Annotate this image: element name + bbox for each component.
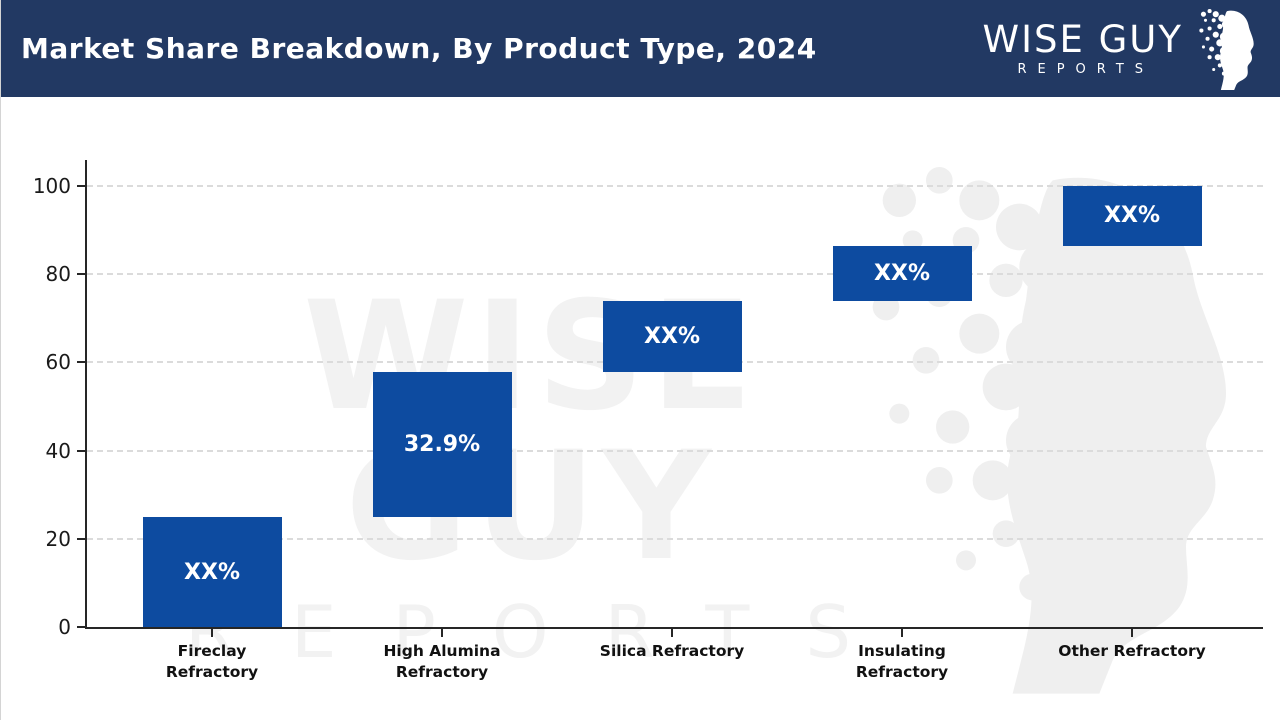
x-category-label-line: Refractory <box>395 663 489 681</box>
x-category-label: High Alumina Refractory <box>327 641 557 683</box>
gridline <box>87 537 1263 540</box>
y-tick-mark <box>77 449 85 452</box>
brand-logo-text: WISE GUY REPORTS <box>983 21 1183 76</box>
y-axis-line <box>85 160 87 629</box>
bar-segment: XX% <box>832 245 972 302</box>
y-tick-mark <box>77 185 85 187</box>
bar-value-label: XX% <box>644 324 700 350</box>
gridline <box>87 185 1263 187</box>
y-tick-mark <box>77 626 85 628</box>
y-tick-label: 100 <box>32 174 71 198</box>
bar-value-label: XX% <box>1104 203 1160 229</box>
x-category-label-line: Refractory <box>165 663 259 681</box>
gridline <box>87 273 1263 276</box>
y-tick-label: 80 <box>45 262 71 287</box>
bar-segment: 32.9% <box>372 372 512 518</box>
y-tick-label: 40 <box>45 438 71 463</box>
brand-name: WISE GUY <box>982 18 1183 61</box>
bar-segment: XX% <box>142 517 282 627</box>
x-tick-mark <box>671 629 673 637</box>
bar-value-label: 32.9% <box>403 432 481 458</box>
y-tick-mark <box>77 361 85 364</box>
brand-logo: WISE GUY REPORTS <box>983 8 1267 90</box>
x-category-label-line: Refractory <box>855 663 949 681</box>
x-axis-line <box>85 627 1263 629</box>
x-category-label-line: Silica Refractory <box>599 642 745 660</box>
x-tick-mark <box>901 629 903 637</box>
x-tick-mark <box>211 629 213 637</box>
x-tick-mark <box>441 629 443 637</box>
bar-value-label: XX% <box>184 559 240 585</box>
gridline <box>87 449 1263 452</box>
x-category-label-line: Fireclay <box>177 642 247 660</box>
y-tick-mark <box>77 273 85 276</box>
x-category-label: Fireclay Refractory <box>97 641 327 683</box>
page-title: Market Share Breakdown, By Product Type,… <box>21 32 817 65</box>
x-category-label-line: Other Refractory <box>1058 642 1206 660</box>
x-category-label-line: Insulating <box>858 642 946 660</box>
y-tick-label: 0 <box>58 615 71 639</box>
y-tick-label: 60 <box>45 350 71 375</box>
brand-face-icon <box>1199 8 1254 90</box>
x-tick-mark <box>1131 629 1133 637</box>
market-share-chart: WISE GUY REPORTS 0 20 40 60 80 100 XX% 32.9% XX%… <box>1 97 1280 720</box>
bar-value-label: XX% <box>874 260 930 286</box>
bar-segment: XX% <box>602 301 742 373</box>
x-category-label: Silica Refractory <box>557 641 787 662</box>
y-tick-label: 20 <box>45 526 71 551</box>
bar-segment: XX% <box>1062 186 1202 246</box>
brand-subname: REPORTS <box>1017 62 1155 77</box>
x-category-label-line: High Alumina <box>383 642 501 660</box>
x-category-label: Other Refractory <box>1017 641 1247 662</box>
header-bar: Market Share Breakdown, By Product Type,… <box>1 0 1280 97</box>
x-category-label: Insulating Refractory <box>787 641 1017 683</box>
y-tick-mark <box>77 537 85 540</box>
